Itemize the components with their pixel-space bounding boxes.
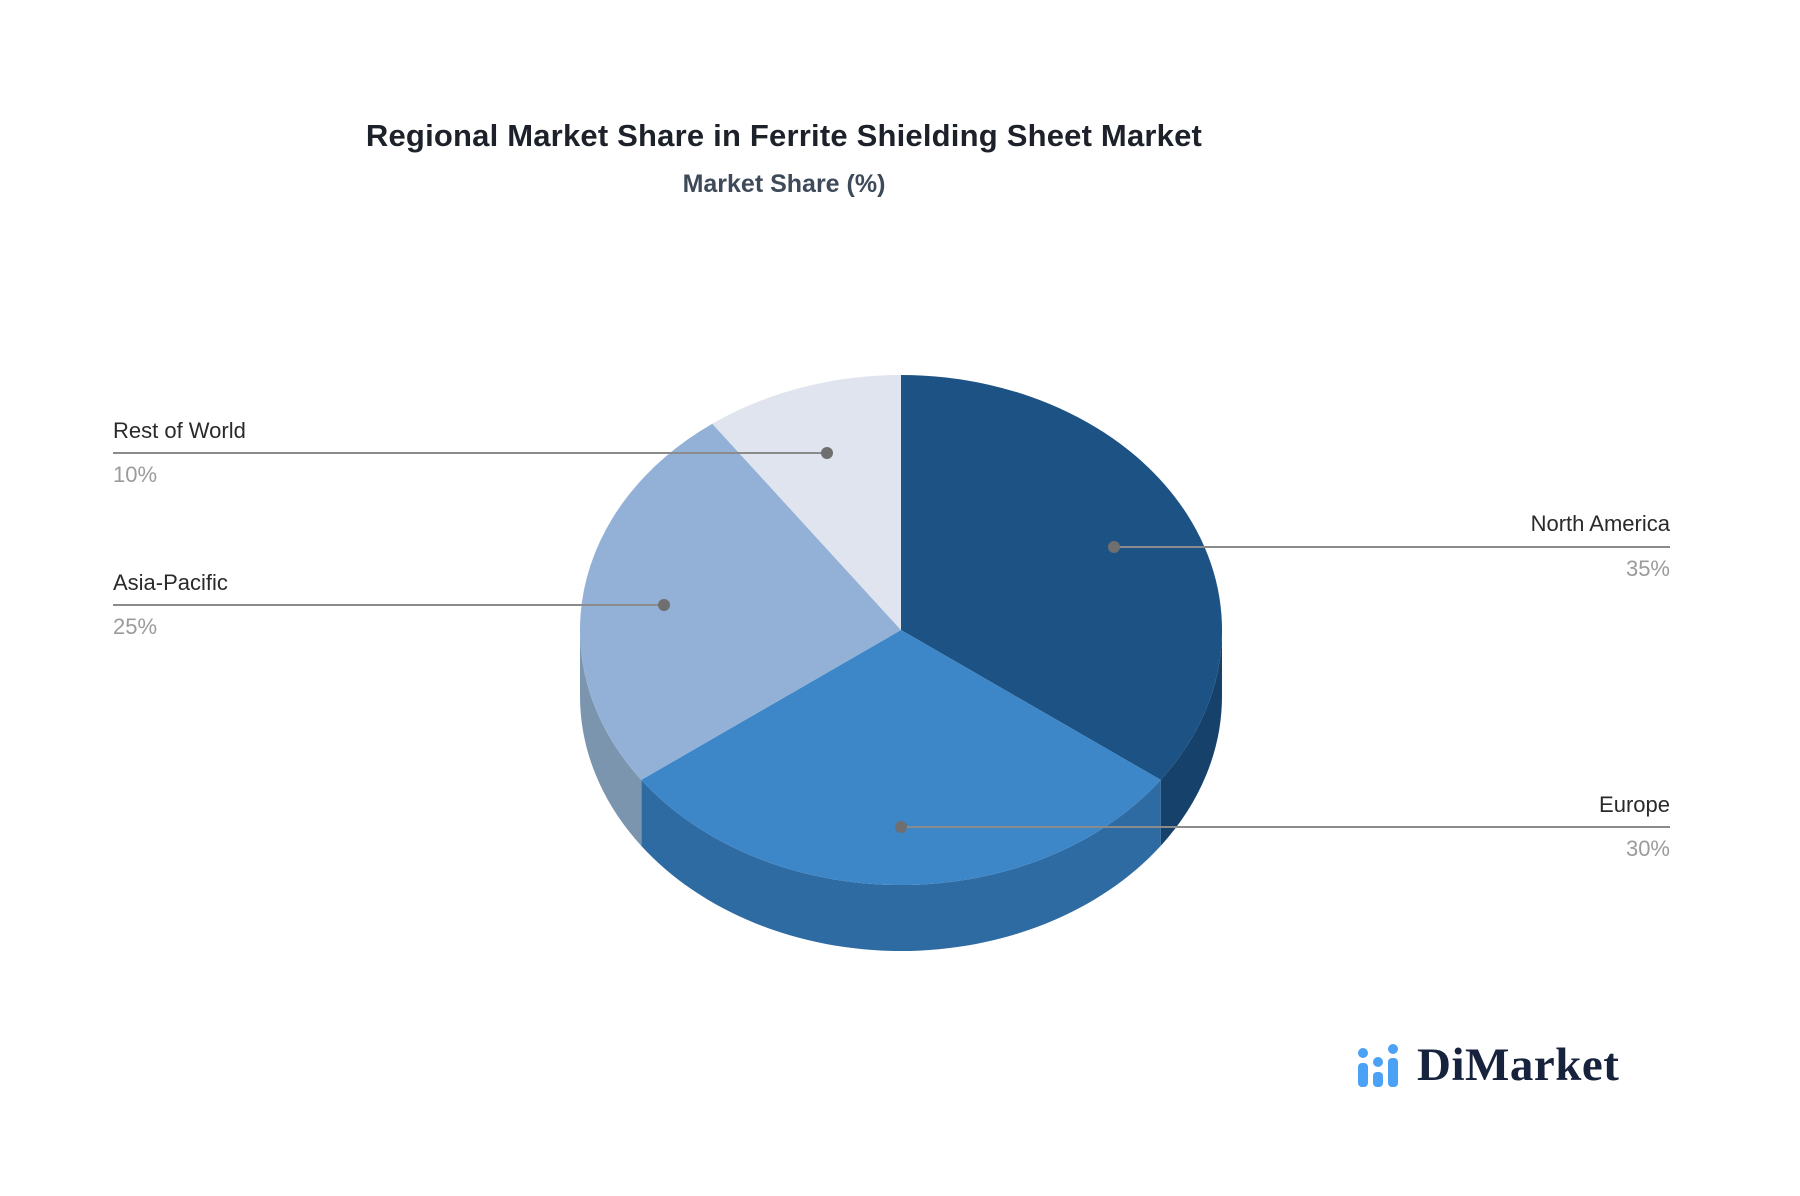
value-asia-pacific: 25% [113,614,158,639]
pie-slice-europe[interactable] [641,630,1161,886]
leader-dot-rest-of-world [821,447,833,459]
value-rest-of-world: 10% [113,462,158,487]
label-europe: Europe [1599,792,1670,817]
chart-title: Regional Market Share in Ferrite Shieldi… [365,118,1203,153]
brand-logo: DiMarket [1358,1038,1619,1092]
pie-slice-asia-pacific[interactable] [579,423,901,780]
pie-slice-rest-of-world[interactable] [712,375,901,630]
value-europe: 30% [1625,836,1670,861]
pie-slice-north-america[interactable] [901,375,1223,780]
value-north-america: 35% [1625,556,1670,581]
label-asia-pacific: Asia-Pacific [113,570,228,595]
pie-side-asia-pacific [580,630,642,846]
chart-subtitle: Market Share (%) [682,170,886,198]
brand-logo-text: DiMarket [1417,1039,1620,1091]
chart-header: Regional Market Share in Ferrite Shieldi… [0,118,1568,199]
leader-dot-asia-pacific [658,599,670,611]
label-north-america: North America [1530,511,1670,536]
pie-side-europe [641,779,1161,952]
leader-dot-north-america [1108,541,1120,553]
pie-side-north-america [1160,630,1222,846]
label-rest-of-world: Rest of World [113,418,246,443]
leader-dot-europe [895,821,907,833]
leader-dots [658,447,1120,833]
leader-lines [113,452,1670,828]
bar-chart-with-dots-icon [1358,1044,1398,1087]
